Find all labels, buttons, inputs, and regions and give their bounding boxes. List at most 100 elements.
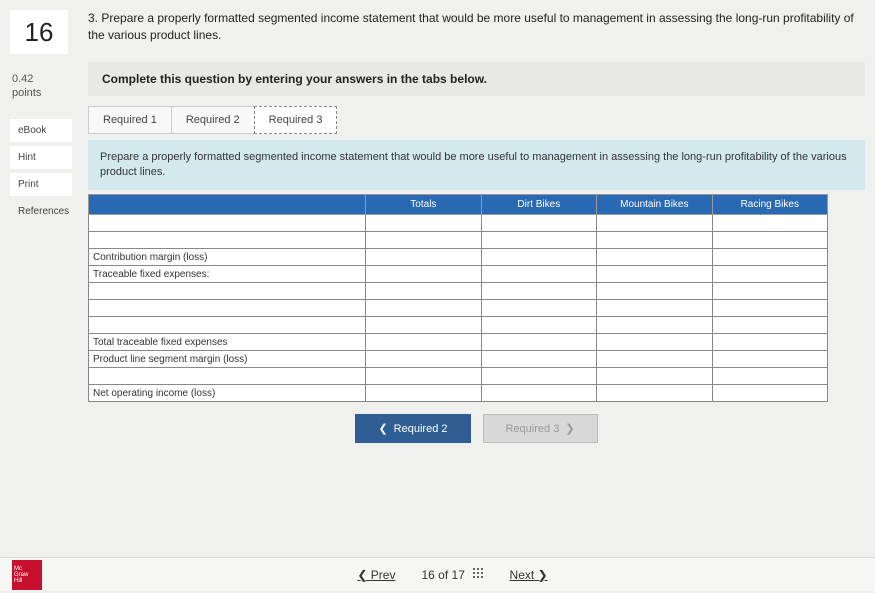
cell-input[interactable] [597,266,712,283]
row-label-cm[interactable]: Contribution margin (loss) [89,249,366,266]
cell-input[interactable] [712,232,827,249]
points-label: points [12,86,78,100]
cell-input[interactable] [366,368,481,385]
cell-input[interactable] [366,351,481,368]
cell-input[interactable] [712,368,827,385]
cell-input[interactable] [712,351,827,368]
tab-required-2[interactable]: Required 2 [171,106,255,134]
ebook-link[interactable]: eBook [10,119,72,142]
cell-input[interactable] [366,283,481,300]
cell-input[interactable] [712,317,827,334]
table-row: Net operating income (loss) [89,385,828,402]
tab-nav-buttons: ❮ Required 2 Required 3 ❯ [88,414,865,443]
references-link[interactable]: References [10,200,72,223]
table-row [89,300,828,317]
row-label-noi[interactable]: Net operating income (loss) [89,385,366,402]
cell-input[interactable] [597,368,712,385]
tab-required-3[interactable]: Required 3 [254,106,338,134]
cell-input[interactable] [712,334,827,351]
table-row: Total traceable fixed expenses [89,334,828,351]
cell-input[interactable] [597,385,712,402]
cell-input[interactable] [366,249,481,266]
chevron-right-icon: ❯ [565,422,574,435]
table-row: Traceable fixed expenses: [89,266,828,283]
header-racing-bikes: Racing Bikes [712,195,827,215]
row-label-input[interactable] [89,317,366,334]
question-text: 3. Prepare a properly formatted segmente… [88,10,865,44]
cell-input[interactable] [366,215,481,232]
prev-tab-label: Required 2 [394,423,448,435]
counter-of: of [438,568,448,582]
tab-required-1[interactable]: Required 1 [88,106,172,134]
cell-input[interactable] [481,266,596,283]
cell-input[interactable] [712,283,827,300]
cell-input[interactable] [712,266,827,283]
cell-input[interactable] [481,385,596,402]
cell-input[interactable] [712,249,827,266]
row-label-input[interactable] [89,300,366,317]
counter-current: 16 [421,568,434,582]
cell-input[interactable] [597,334,712,351]
row-label-input[interactable] [89,283,366,300]
cell-input[interactable] [597,300,712,317]
prompt-box: Prepare a properly formatted segmented i… [88,140,865,191]
cell-input[interactable] [366,334,481,351]
cell-input[interactable] [712,385,827,402]
cell-input[interactable] [597,317,712,334]
cell-input[interactable] [481,232,596,249]
side-links: eBook Hint Print References [10,119,78,227]
row-label-tfe[interactable]: Traceable fixed expenses: [89,266,366,283]
chevron-left-icon: ❮ [378,422,387,435]
cell-input[interactable] [481,317,596,334]
hint-link[interactable]: Hint [10,146,72,169]
row-label-plsm[interactable]: Product line segment margin (loss) [89,351,366,368]
cell-input[interactable] [366,385,481,402]
grid-icon[interactable] [472,567,484,579]
points-box: 0.42 points [10,72,78,101]
counter-total: 17 [452,568,465,582]
table-row [89,215,828,232]
cell-input[interactable] [712,215,827,232]
table-row [89,368,828,385]
cell-input[interactable] [597,283,712,300]
cell-input[interactable] [366,232,481,249]
cell-input[interactable] [366,266,481,283]
cell-input[interactable] [481,283,596,300]
table-row [89,232,828,249]
cell-input[interactable] [597,232,712,249]
cell-input[interactable] [481,249,596,266]
row-label-ttfe[interactable]: Total traceable fixed expenses [89,334,366,351]
footer-prev-link[interactable]: ❮ Prev [357,568,395,582]
cell-input[interactable] [481,300,596,317]
question-number-box: 16 [10,10,68,54]
cell-input[interactable] [481,351,596,368]
row-label-input[interactable] [89,215,366,232]
table-row [89,317,828,334]
cell-input[interactable] [366,300,481,317]
cell-input[interactable] [481,215,596,232]
header-totals: Totals [366,195,481,215]
footer-next-link[interactable]: Next ❯ [510,568,548,582]
table-header-row: Totals Dirt Bikes Mountain Bikes Racing … [89,195,828,215]
cell-input[interactable] [597,249,712,266]
logo-line: Hill [14,578,40,584]
header-mountain-bikes: Mountain Bikes [597,195,712,215]
chevron-right-icon: ❯ [538,568,548,582]
next-tab-label: Required 3 [506,423,560,435]
header-blank [89,195,366,215]
print-link[interactable]: Print [10,173,72,196]
cell-input[interactable] [481,368,596,385]
next-tab-button[interactable]: Required 3 ❯ [483,414,598,443]
cell-input[interactable] [597,351,712,368]
income-statement-table: Totals Dirt Bikes Mountain Bikes Racing … [88,194,828,402]
cell-input[interactable] [366,317,481,334]
table-row [89,283,828,300]
prev-tab-button[interactable]: ❮ Required 2 [355,414,470,443]
footer-next-label: Next [510,568,535,582]
row-label-input[interactable] [89,232,366,249]
header-dirt-bikes: Dirt Bikes [481,195,596,215]
cell-input[interactable] [481,334,596,351]
row-label-input[interactable] [89,368,366,385]
cell-input[interactable] [712,300,827,317]
cell-input[interactable] [597,215,712,232]
